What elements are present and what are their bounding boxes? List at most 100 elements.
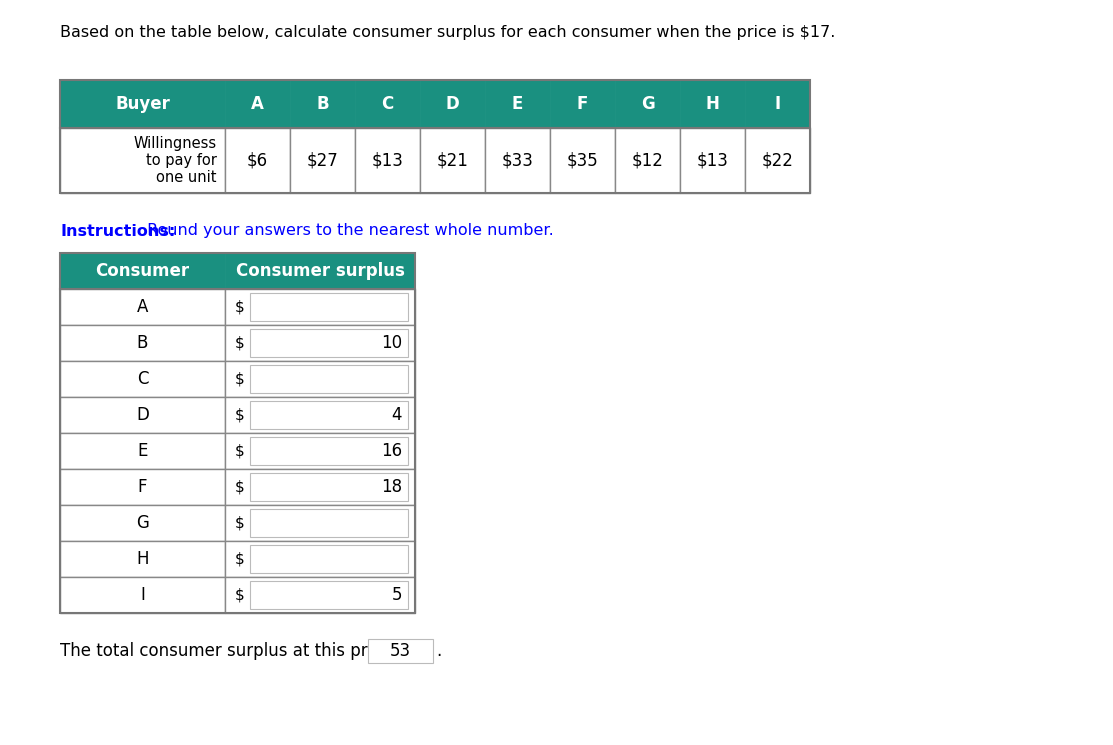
Bar <box>225 397 415 433</box>
Bar <box>225 469 415 505</box>
Bar <box>355 128 420 193</box>
Bar <box>225 361 415 397</box>
Text: $: $ <box>235 588 245 603</box>
Text: $13: $13 <box>372 151 403 170</box>
Bar <box>250 509 408 537</box>
Text: G: G <box>136 514 149 532</box>
Text: E: E <box>512 95 523 113</box>
Bar <box>250 437 408 465</box>
Text: A: A <box>252 95 264 113</box>
Bar <box>225 325 415 361</box>
Text: $33: $33 <box>502 151 533 170</box>
Text: I: I <box>140 586 145 604</box>
Bar <box>225 289 415 325</box>
Bar <box>290 128 355 193</box>
Text: Willingness
to pay for
one unit: Willingness to pay for one unit <box>134 136 217 186</box>
Bar <box>60 469 225 505</box>
Text: F: F <box>138 478 147 496</box>
Bar <box>225 505 415 541</box>
Bar <box>250 581 408 609</box>
Bar <box>60 80 225 128</box>
Text: 5: 5 <box>392 586 402 604</box>
Bar <box>550 80 615 128</box>
Bar <box>290 80 355 128</box>
Bar <box>680 80 745 128</box>
Text: D: D <box>445 95 460 113</box>
Bar <box>60 433 225 469</box>
Text: $21: $21 <box>436 151 469 170</box>
Text: $: $ <box>235 551 245 566</box>
Text: $6: $6 <box>247 151 268 170</box>
Text: .: . <box>436 642 442 660</box>
Text: 4: 4 <box>392 406 402 424</box>
Text: A: A <box>137 298 148 316</box>
Bar <box>550 128 615 193</box>
Bar <box>60 505 225 541</box>
Text: C: C <box>137 370 148 388</box>
Bar <box>225 433 415 469</box>
Text: H: H <box>706 95 719 113</box>
Bar <box>60 541 225 577</box>
Text: G: G <box>641 95 654 113</box>
Text: $: $ <box>235 335 245 350</box>
Bar <box>60 289 225 325</box>
Text: $: $ <box>235 299 245 314</box>
Text: I: I <box>775 95 780 113</box>
Text: D: D <box>136 406 149 424</box>
Bar <box>250 473 408 501</box>
Text: 18: 18 <box>381 478 402 496</box>
Bar <box>60 253 225 289</box>
Text: 53: 53 <box>391 642 412 660</box>
Bar <box>250 329 408 357</box>
Bar <box>225 253 415 289</box>
Bar <box>225 541 415 577</box>
Text: The total consumer surplus at this price is $: The total consumer surplus at this price… <box>60 642 426 660</box>
Bar <box>420 128 485 193</box>
Bar <box>485 80 550 128</box>
Bar <box>615 80 680 128</box>
Text: Based on the table below, calculate consumer surplus for each consumer when the : Based on the table below, calculate cons… <box>60 25 836 39</box>
Text: $: $ <box>235 516 245 530</box>
Bar <box>60 128 225 193</box>
Text: $: $ <box>235 443 245 458</box>
Text: $12: $12 <box>631 151 663 170</box>
Text: B: B <box>137 334 148 352</box>
Bar <box>250 545 408 573</box>
Text: 10: 10 <box>381 334 402 352</box>
Text: $27: $27 <box>306 151 338 170</box>
Text: E: E <box>137 442 148 460</box>
Text: C: C <box>382 95 394 113</box>
Bar <box>60 361 225 397</box>
Bar <box>745 128 810 193</box>
Bar <box>250 293 408 321</box>
Bar <box>485 128 550 193</box>
Bar <box>225 128 290 193</box>
Bar <box>745 80 810 128</box>
Bar <box>250 365 408 393</box>
Bar <box>680 128 745 193</box>
Bar <box>60 128 810 193</box>
Bar <box>60 577 225 613</box>
Bar <box>225 577 415 613</box>
Text: Consumer: Consumer <box>96 262 189 280</box>
Bar <box>368 639 433 663</box>
Text: $: $ <box>235 408 245 422</box>
Text: Round your answers to the nearest whole number.: Round your answers to the nearest whole … <box>142 224 554 238</box>
Text: $: $ <box>235 372 245 387</box>
Bar <box>60 253 415 289</box>
Text: $22: $22 <box>761 151 794 170</box>
Bar <box>615 128 680 193</box>
Bar <box>225 80 290 128</box>
Text: H: H <box>136 550 149 568</box>
Bar <box>60 325 225 361</box>
Text: F: F <box>577 95 588 113</box>
Text: B: B <box>316 95 328 113</box>
Bar <box>250 401 408 429</box>
Text: Buyer: Buyer <box>115 95 170 113</box>
Text: $: $ <box>235 480 245 495</box>
Text: Consumer surplus: Consumer surplus <box>236 262 404 280</box>
Text: $35: $35 <box>567 151 599 170</box>
Bar <box>355 80 420 128</box>
Text: $13: $13 <box>697 151 728 170</box>
Bar <box>60 397 225 433</box>
